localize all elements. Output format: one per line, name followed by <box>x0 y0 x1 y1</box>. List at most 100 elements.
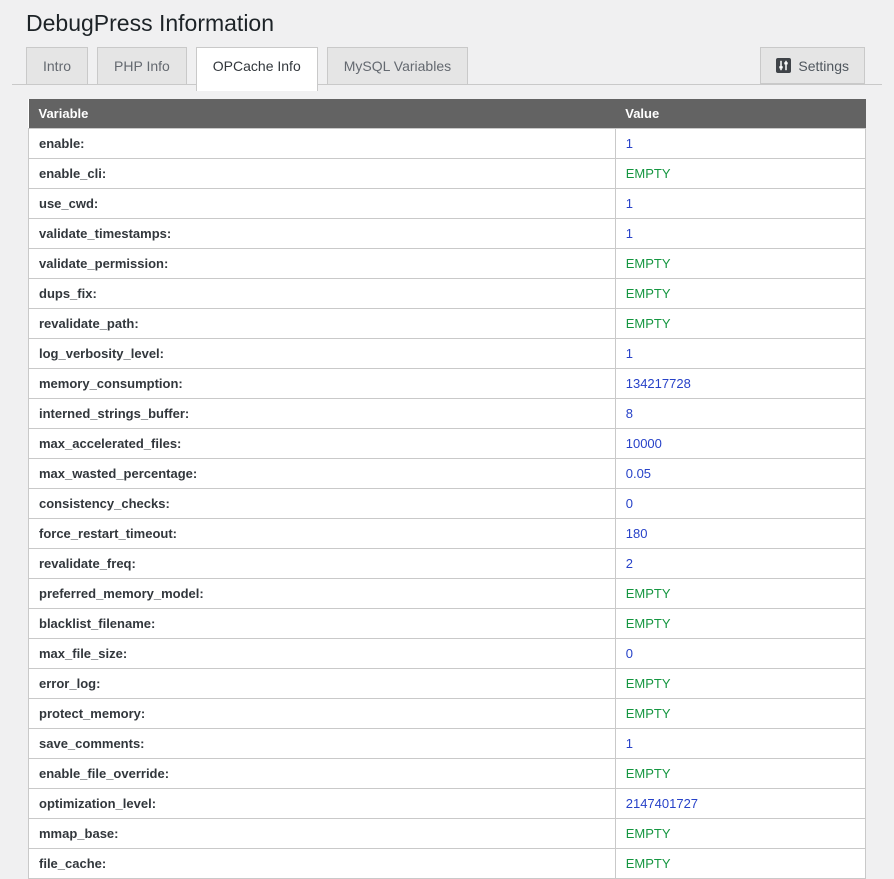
variable-value-cell: EMPTY <box>614 158 867 189</box>
variable-name: enable_cli: <box>39 166 107 181</box>
variable-value-cell: 10000 <box>614 428 867 459</box>
settings-button[interactable]: Settings <box>760 47 865 84</box>
variable-name-cell: file_cache: <box>28 848 616 879</box>
table-row: memory_consumption: 134217728 <box>28 368 867 399</box>
page-title: DebugPress Information <box>26 10 275 36</box>
column-header-variable: Variable <box>28 99 616 129</box>
variable-value: 10000 <box>625 436 662 451</box>
variable-value: EMPTY <box>625 826 671 841</box>
variable-name: log_verbosity_level: <box>39 346 164 361</box>
table-row: preferred_memory_model: EMPTY <box>28 578 867 609</box>
variable-value: 1 <box>625 226 633 241</box>
variable-name: protect_memory: <box>39 706 146 721</box>
variable-value-cell: 0 <box>614 488 867 519</box>
table-row: mmap_base: EMPTY <box>28 818 867 849</box>
variable-name-cell: error_log: <box>28 668 616 699</box>
variable-name-cell: preferred_memory_model: <box>28 578 616 609</box>
variable-value: EMPTY <box>625 766 671 781</box>
variable-name-cell: optimization_level: <box>28 788 616 819</box>
variable-name: consistency_checks: <box>39 496 170 511</box>
variable-name: file_cache: <box>39 856 107 871</box>
variable-name: validate_permission: <box>39 256 169 271</box>
table-row: enable_cli: EMPTY <box>28 158 867 189</box>
variable-name-cell: force_restart_timeout: <box>28 518 616 549</box>
variable-value: EMPTY <box>625 286 671 301</box>
variable-value: EMPTY <box>625 856 671 871</box>
tab-php-info[interactable]: PHP Info <box>97 47 187 84</box>
table-header-row: Variable Value <box>28 99 866 129</box>
variable-name-cell: memory_consumption: <box>28 368 616 399</box>
table-row: revalidate_path: EMPTY <box>28 308 867 339</box>
variable-value-cell: 134217728 <box>614 368 867 399</box>
variable-value: EMPTY <box>625 616 671 631</box>
variable-value-cell: EMPTY <box>614 308 867 339</box>
settings-sliders-icon <box>776 58 792 73</box>
tab-intro[interactable]: Intro <box>26 47 89 84</box>
table-row: enable: 1 <box>28 128 867 159</box>
variable-name-cell: enable_file_override: <box>28 758 616 789</box>
variable-name-cell: blacklist_filename: <box>28 608 616 639</box>
variable-name: max_accelerated_files: <box>39 436 182 451</box>
table-row: dups_fix: EMPTY <box>28 278 867 309</box>
variable-name-cell: validate_timestamps: <box>28 218 616 249</box>
variable-value: 1 <box>625 736 633 751</box>
tab-bar: Intro PHP Info OPCache Info MySQL Variab… <box>12 47 882 91</box>
variable-name: preferred_memory_model: <box>39 586 204 601</box>
table-header: Variable Value <box>28 99 866 129</box>
variable-value-cell: 1 <box>614 338 867 369</box>
tab-opcache-info[interactable]: OPCache Info <box>195 47 318 91</box>
variable-value: 2147401727 <box>625 796 699 811</box>
tab-mysql-variables[interactable]: MySQL Variables <box>326 47 469 84</box>
variable-value: EMPTY <box>625 316 671 331</box>
variable-value: EMPTY <box>625 676 671 691</box>
variable-name: interned_strings_buffer: <box>39 406 190 421</box>
table-row: revalidate_freq: 2 <box>28 548 867 579</box>
table-row: save_comments: 1 <box>28 728 867 759</box>
table-row: validate_timestamps: 1 <box>28 218 867 249</box>
opcache-info-table: Variable Value enable: 1 enable_cli: EMP… <box>28 99 867 879</box>
variable-name: memory_consumption: <box>39 376 183 391</box>
variable-value-cell: 180 <box>614 518 867 549</box>
variable-value: 8 <box>625 406 633 421</box>
variable-value-cell: 1 <box>614 128 867 159</box>
variable-value-cell: 1 <box>614 728 867 759</box>
variable-name: force_restart_timeout: <box>39 526 177 541</box>
table-row: max_accelerated_files: 10000 <box>28 428 867 459</box>
variable-value: 180 <box>625 526 648 541</box>
variable-value-cell: EMPTY <box>614 608 867 639</box>
variable-name: blacklist_filename: <box>39 616 156 631</box>
variable-name-cell: revalidate_path: <box>28 308 616 339</box>
variable-name-cell: max_file_size: <box>28 638 616 669</box>
variable-value-cell: EMPTY <box>614 758 867 789</box>
variable-value: EMPTY <box>625 256 671 271</box>
variable-name-cell: use_cwd: <box>28 188 616 219</box>
variable-name: validate_timestamps: <box>39 226 172 241</box>
variable-value-cell: 1 <box>614 218 867 249</box>
variable-name-cell: max_wasted_percentage: <box>28 458 616 489</box>
table-row: consistency_checks: 0 <box>28 488 867 519</box>
opcache-info-panel: Variable Value enable: 1 enable_cli: EMP… <box>28 99 867 879</box>
table-row: max_file_size: 0 <box>28 638 867 669</box>
table-row: force_restart_timeout: 180 <box>28 518 867 549</box>
variable-value-cell: EMPTY <box>614 578 867 609</box>
variable-value: EMPTY <box>625 586 671 601</box>
variable-name: error_log: <box>39 676 101 691</box>
table-row: log_verbosity_level: 1 <box>28 338 867 369</box>
variable-value: 1 <box>625 196 633 211</box>
variable-name: mmap_base: <box>39 826 119 841</box>
table-row: error_log: EMPTY <box>28 668 867 699</box>
variable-value: EMPTY <box>625 166 671 181</box>
variable-value-cell: EMPTY <box>614 848 867 879</box>
variable-name: max_file_size: <box>39 646 128 661</box>
variable-name: optimization_level: <box>39 796 157 811</box>
variable-name-cell: enable_cli: <box>28 158 616 189</box>
variable-name: dups_fix: <box>39 286 97 301</box>
variable-value: 1 <box>625 136 633 151</box>
variable-value: 2 <box>625 556 633 571</box>
variable-name-cell: interned_strings_buffer: <box>28 398 616 429</box>
table-row: max_wasted_percentage: 0.05 <box>28 458 867 489</box>
variable-value: 0 <box>625 496 633 511</box>
variable-name-cell: log_verbosity_level: <box>28 338 616 369</box>
variable-value-cell: 2 <box>614 548 867 579</box>
page-wrap: DebugPress Information Intro PHP Info OP… <box>12 0 882 879</box>
